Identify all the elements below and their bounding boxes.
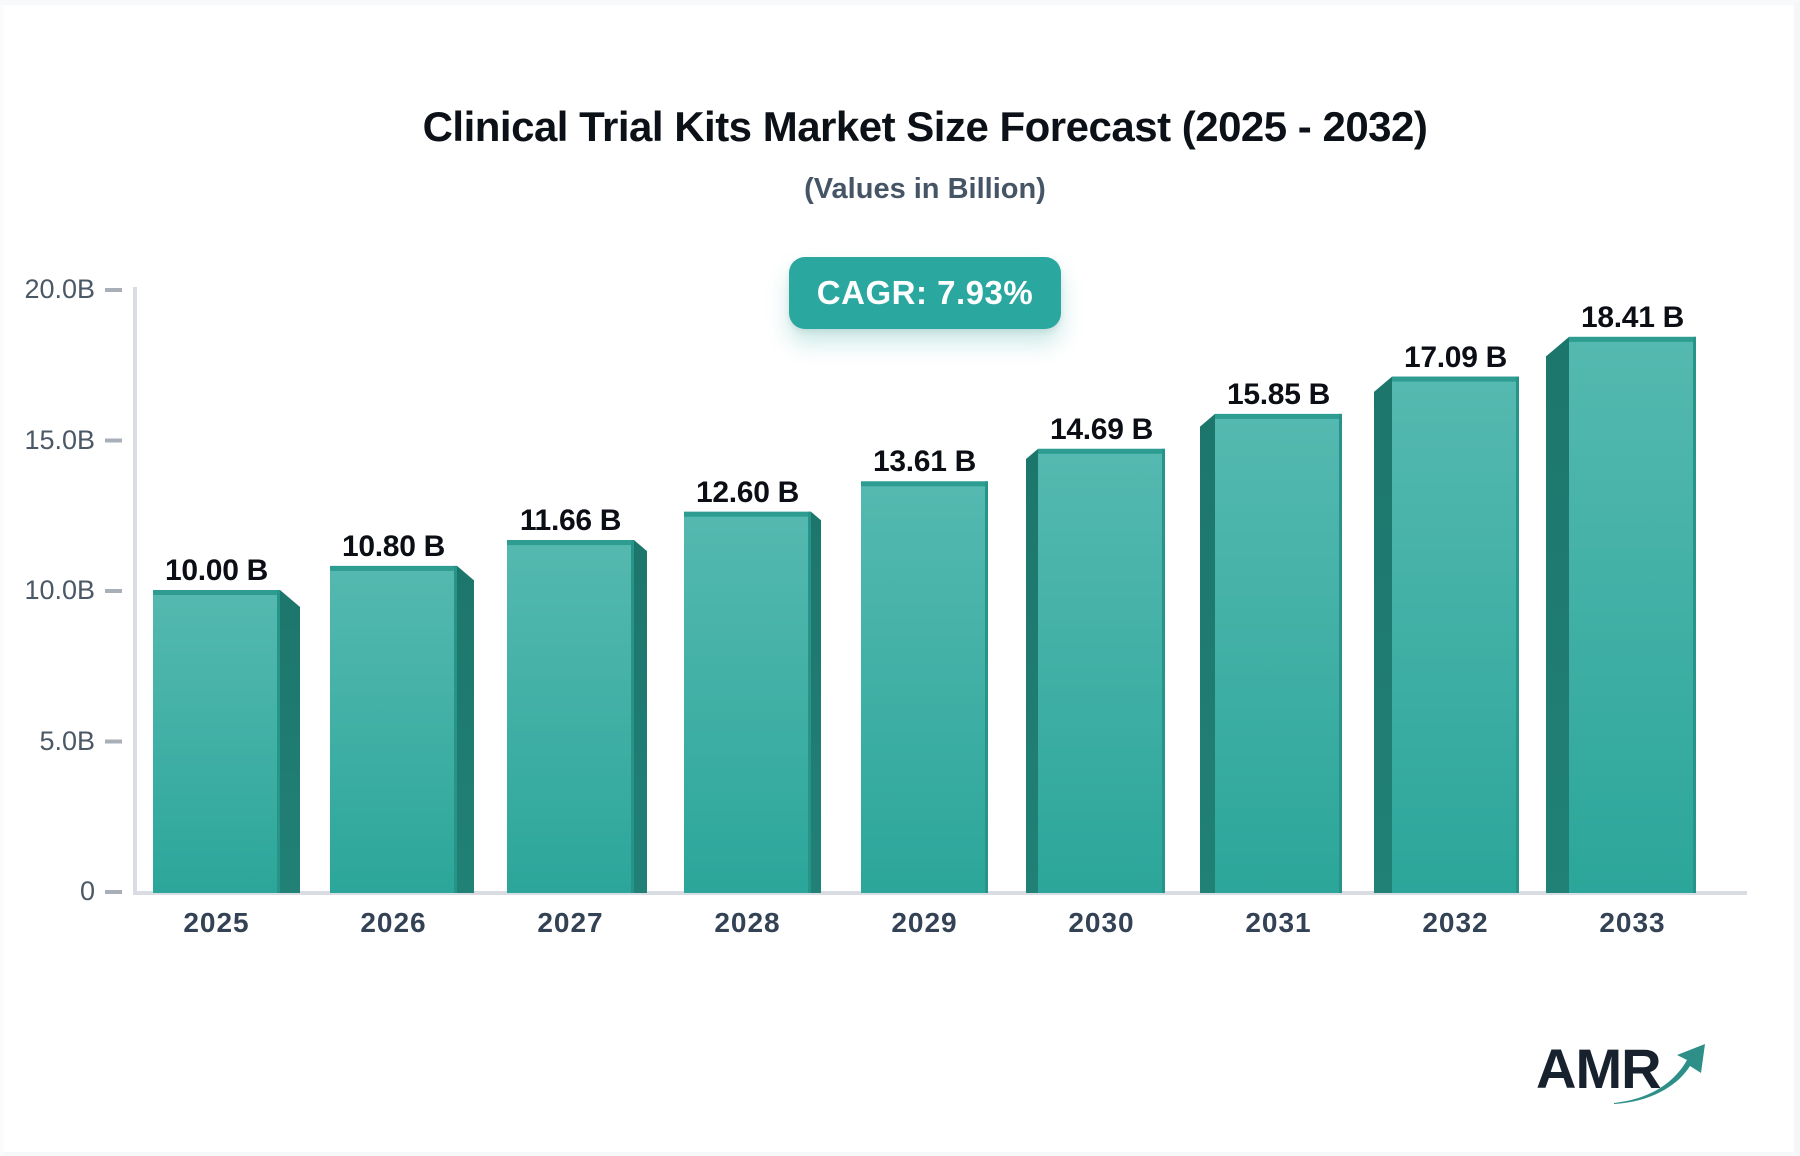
bar-value-label-2025: 10.00 B [165,554,268,587]
bar-top-edge [684,511,811,517]
bar-2027[interactable] [507,540,647,893]
bar-front-face [684,511,811,893]
bars-group [153,336,1696,893]
bar-front-face [507,540,634,893]
bar-value-label-2030: 14.69 B [1050,412,1153,446]
bar-top-edge [330,565,457,571]
x-tick-label-2025: 2025 [183,907,250,938]
bar-side-face [1026,448,1038,893]
bar-top-edge [1215,413,1342,419]
bar-side-face [634,540,647,893]
bar-front-face [1392,376,1519,893]
bar-2033[interactable] [1546,336,1696,893]
bar-front-face [1038,448,1165,893]
x-tick-label-2033: 2033 [1599,907,1666,938]
bar-value-label-2027: 11.66 B [519,504,622,538]
brand-logo: AMR [1536,1039,1736,1119]
x-tick-label-2028: 2028 [714,907,781,938]
bar-right-edge [1162,448,1165,893]
bar-top-edge [507,540,634,546]
x-tick-label-2030: 2030 [1068,907,1135,938]
bar-value-label-2033: 18.41 B [1581,300,1684,334]
brand-arrow-icon [1614,1044,1705,1104]
bar-front-face [1215,413,1342,893]
y-axis-line [133,287,137,895]
x-tick-label-2031: 2031 [1245,907,1312,938]
y-tick-dash [105,589,122,593]
y-tick-label: 10.0B [24,575,95,605]
brand-logo-text: AMR [1536,1037,1662,1100]
bar-top-edge [1569,336,1696,342]
bar-side-face [1374,376,1392,893]
bar-2026[interactable] [330,565,474,893]
bar-chart-plot [105,287,1747,895]
bar-value-label-2029: 13.61 B [873,445,976,479]
bar-right-edge [454,565,457,893]
bar-right-edge [277,590,280,893]
bar-2029[interactable] [861,481,988,893]
bar-2025[interactable] [153,590,300,893]
bar-2031[interactable] [1200,413,1342,893]
bar-right-edge [1693,336,1696,893]
y-tick-dash [105,739,122,744]
chart-title: Clinical Trial Kits Market Size Forecast… [422,103,1428,150]
bar-front-face [861,481,988,893]
y-tick-dash [105,288,122,292]
x-tick-label-2029: 2029 [891,907,958,938]
chart-subtitle: (Values in Billion) [804,173,1046,205]
y-tick-label: 0 [79,876,95,906]
bar-side-face [457,565,474,893]
bar-right-edge [808,511,811,893]
bar-value-label-2028: 12.60 B [696,475,799,509]
y-tick-label: 20.0B [24,274,95,304]
bar-front-face [153,590,280,893]
bar-2032[interactable] [1374,376,1519,893]
bar-2030[interactable] [1026,448,1165,893]
bar-top-edge [861,481,988,487]
bar-top-edge [153,590,280,595]
bar-top-edge [1038,448,1165,454]
bar-value-label-2026: 10.80 B [342,529,445,563]
bar-value-label-2032: 17.09 B [1404,340,1507,374]
bar-top-edge [1392,376,1519,382]
cagr-badge: CAGR: 7.93% [789,257,1061,329]
bar-side-face [280,590,300,893]
x-tick-label-2026: 2026 [360,907,427,938]
y-tick-label: 15.0B [24,424,95,455]
bar-value-label-2031: 15.85 B [1227,377,1330,411]
bar-side-face [1546,336,1569,893]
bar-front-face [330,565,457,893]
y-tick-dash [105,890,122,894]
y-tick-dash [105,438,122,443]
y-tick-label: 5.0B [39,725,95,756]
x-tick-label-2032: 2032 [1422,907,1489,938]
bar-right-edge [1516,376,1519,893]
bar-right-edge [631,540,634,893]
cagr-badge-label: CAGR: 7.93% [816,274,1034,311]
x-tick-label-2027: 2027 [537,907,604,938]
bar-2028[interactable] [684,511,821,893]
bar-side-face [811,511,821,893]
bar-right-edge [985,481,988,893]
bar-front-face [1569,336,1696,893]
bar-side-face [1200,413,1215,893]
bar-right-edge [1339,413,1342,893]
